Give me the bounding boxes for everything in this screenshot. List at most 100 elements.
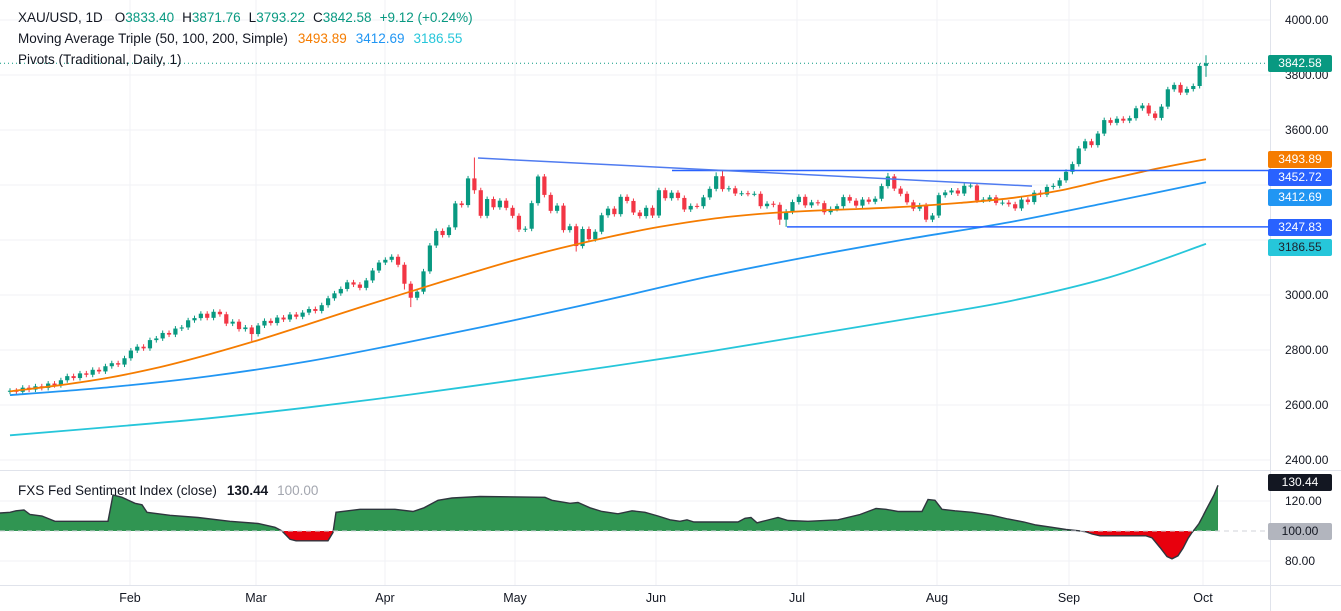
high-value: 3871.76: [191, 10, 241, 25]
legend-pivots-row[interactable]: Pivots (Traditional, Daily, 1): [18, 52, 192, 68]
candle-body: [567, 226, 572, 231]
candle-body: [1025, 199, 1030, 203]
candle-body: [796, 196, 801, 203]
candle-body: [1159, 106, 1164, 118]
month-label[interactable]: Apr: [375, 591, 395, 605]
month-label[interactable]: Sep: [1057, 591, 1081, 605]
candle-body: [752, 193, 757, 195]
pane-separator[interactable]: [0, 470, 1341, 471]
candle-body: [1140, 105, 1145, 109]
candle-body: [1032, 192, 1037, 203]
close-label: C: [313, 10, 323, 25]
ma200-value: 3186.55: [413, 31, 463, 46]
month-label[interactable]: Oct: [1193, 591, 1213, 605]
price-tick-label: 3800.00: [1285, 68, 1329, 82]
candle-body: [1089, 141, 1094, 146]
candle-body: [917, 205, 922, 209]
candle-body: [854, 200, 859, 206]
candle-body: [141, 346, 146, 349]
candle-body: [949, 190, 954, 193]
sentiment-area-negative: [282, 531, 334, 541]
legend-ma-row[interactable]: Moving Average Triple (50, 100, 200, Sim…: [18, 31, 471, 47]
candle-body: [1000, 202, 1005, 204]
month-label[interactable]: Feb: [119, 591, 141, 605]
sentiment-legend-row[interactable]: FXS Fed Sentiment Index (close) 130.44 1…: [18, 483, 318, 499]
pivots-indicator-title[interactable]: Pivots (Traditional, Daily, 1): [18, 52, 182, 67]
price-axis[interactable]: 4000.00 3800.00 3600.00 3000.00 2800.00 2600.…: [1268, 0, 1341, 585]
trendline: [477, 157, 1033, 187]
candle-body: [376, 262, 382, 271]
candle-body: [548, 194, 553, 211]
candle-body: [1044, 186, 1050, 195]
candle-body: [860, 199, 865, 206]
candle-body: [1172, 84, 1177, 90]
candle-body: [224, 314, 229, 324]
candle-body: [84, 373, 89, 375]
low-value: 3793.22: [256, 10, 305, 25]
month-label[interactable]: Mar: [245, 591, 267, 605]
candle-body: [1127, 118, 1132, 121]
candle-body: [205, 313, 210, 318]
candle-body: [726, 188, 731, 190]
candle-body: [465, 178, 471, 206]
candle-body: [1076, 148, 1081, 165]
month-label[interactable]: Jun: [645, 591, 667, 605]
ma50-line: [9, 158, 1207, 393]
sentiment-indicator-title[interactable]: FXS Fed Sentiment Index (close): [18, 483, 217, 498]
month-label[interactable]: May: [503, 591, 527, 605]
candle-body: [71, 376, 76, 379]
candle-body: [618, 196, 623, 215]
candle-body: [1051, 185, 1056, 187]
candle-body: [52, 383, 57, 386]
candle-body: [262, 320, 267, 326]
open-label: O: [114, 10, 126, 25]
candle-body: [574, 226, 579, 247]
candle-body: [179, 327, 184, 329]
candle-body: [523, 228, 528, 230]
time-axis[interactable]: Feb Mar Apr May Jun Jul Aug Sep Oct: [0, 586, 1341, 611]
candle-body: [370, 270, 375, 281]
candle-body: [300, 312, 305, 317]
candle-body: [345, 282, 350, 289]
low-label: L: [248, 10, 257, 25]
ma-indicator-title[interactable]: Moving Average Triple (50, 100, 200, Sim…: [18, 31, 288, 46]
price-tick-label: 3600.00: [1285, 123, 1329, 137]
candle-body: [1203, 63, 1209, 66]
month-label[interactable]: Jul: [789, 591, 805, 605]
symbol-title[interactable]: XAU/USD, 1D: [18, 10, 103, 25]
candle-body: [192, 318, 197, 321]
ma100-line: [9, 181, 1207, 396]
candle-body: [294, 314, 299, 317]
candle-body: [815, 202, 821, 204]
candle-body: [866, 199, 871, 202]
candle-body: [631, 200, 636, 213]
open-pair: O3833.40: [115, 10, 174, 26]
candle-body: [147, 340, 153, 349]
candle-body: [154, 338, 159, 341]
candle-body: [313, 309, 318, 311]
candle-body: [885, 176, 891, 187]
candle-body: [230, 321, 235, 324]
candle-body: [211, 311, 216, 318]
price-axis-separator[interactable]: [1270, 0, 1271, 611]
candle-body: [485, 199, 490, 216]
candle-body: [987, 197, 992, 200]
candle-body: [847, 197, 852, 201]
candle-body: [535, 176, 541, 204]
candle-body: [656, 190, 661, 216]
candle-body: [669, 192, 674, 199]
candle-body: [764, 203, 770, 207]
ma50-value: 3493.89: [297, 31, 347, 46]
high-label: H: [182, 10, 192, 25]
candle-body: [879, 186, 884, 199]
candle-body: [166, 332, 172, 335]
change-value: +9.12 (+0.24%): [379, 10, 473, 25]
legend-symbol-row[interactable]: XAU/USD, 1D O3833.40 H3871.76 L3793.22 C…: [18, 10, 473, 26]
candle-body: [682, 197, 687, 210]
month-label[interactable]: Aug: [925, 591, 949, 605]
candle-body: [1095, 133, 1100, 146]
sentiment-value-badge: 130.44: [1268, 473, 1332, 491]
candle-body: [516, 215, 522, 230]
pivot-s-badge: 3247.83: [1268, 218, 1332, 236]
